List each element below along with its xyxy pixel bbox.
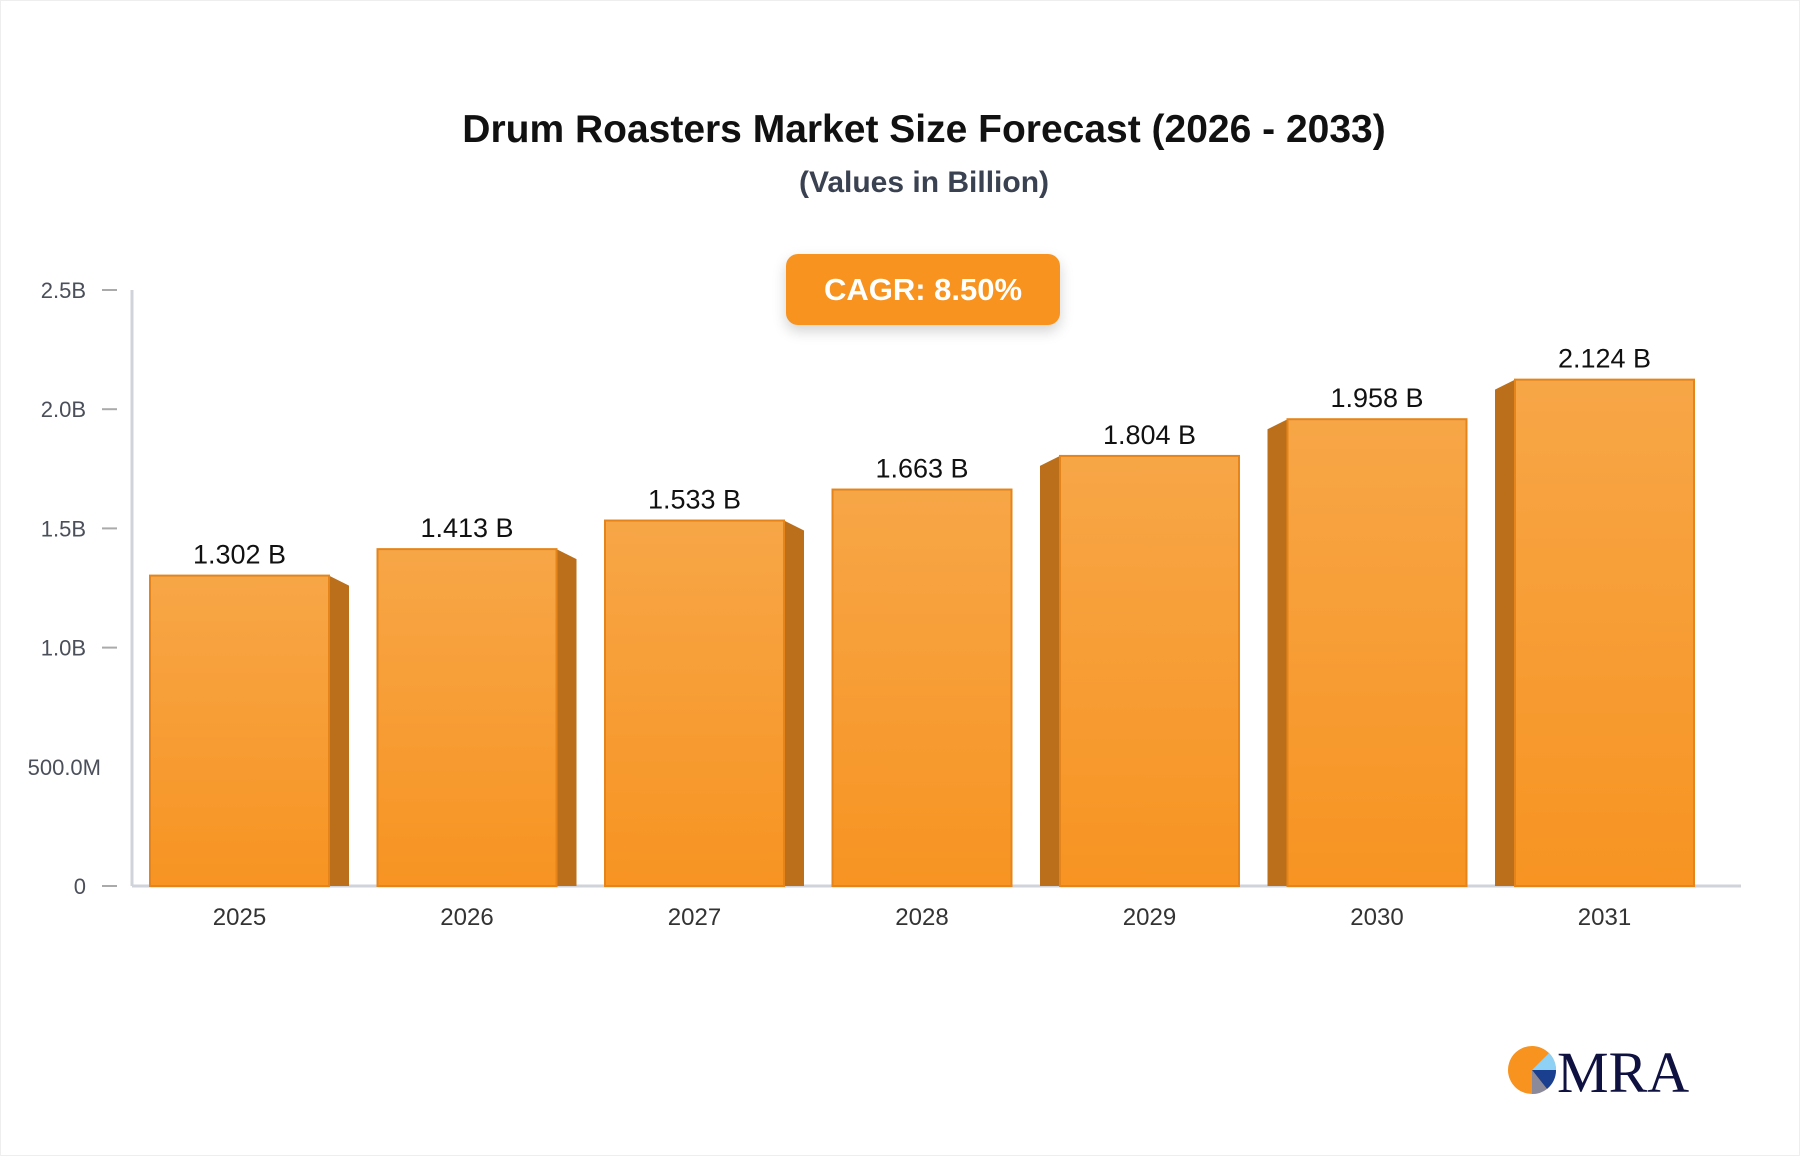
bar-2026	[376, 548, 558, 887]
x-tick-label: 2026	[440, 904, 493, 931]
bar-side	[329, 575, 349, 886]
x-tick-label: 2025	[213, 904, 266, 931]
bar-2030	[1286, 418, 1468, 887]
y-tick-label: 500.0M	[28, 755, 101, 780]
x-tick-label: 2027	[668, 904, 721, 931]
chart-subtitle: (Values in Billion)	[798, 166, 1050, 199]
data-label: 1.302 B	[193, 540, 286, 570]
x-tick-label: 2030	[1350, 904, 1403, 931]
bar-side	[784, 520, 804, 886]
bar-side	[1040, 455, 1060, 886]
bar-2031	[1514, 378, 1695, 887]
data-label: 2.124 B	[1558, 344, 1651, 374]
logo-text: MRA	[1557, 1040, 1689, 1105]
y-tick-label: 0	[74, 874, 86, 899]
y-tick-label: 1.0B	[41, 636, 86, 661]
cagr-badge: CAGR: 8.50%	[786, 254, 1060, 325]
bar-2027	[604, 519, 785, 887]
y-tick-label: 1.5B	[41, 516, 86, 541]
data-label: 1.958 B	[1330, 383, 1423, 413]
bar-side	[1267, 419, 1288, 886]
data-label: 1.533 B	[648, 485, 741, 515]
data-label: 1.413 B	[420, 513, 513, 543]
chart-title: Drum Roasters Market Size Forecast (2026…	[462, 108, 1386, 151]
x-tick-label: 2031	[1578, 904, 1631, 931]
y-tick-label: 2.0B	[41, 397, 86, 422]
mra-logo: MRA	[1508, 1040, 1689, 1105]
data-label: 1.804 B	[1103, 420, 1196, 450]
bar-side	[1495, 379, 1515, 886]
x-tick-label: 2029	[1123, 904, 1176, 931]
bar-2028	[831, 488, 1013, 887]
x-tick-label: 2028	[895, 904, 948, 931]
bar-2025	[149, 574, 330, 887]
y-tick-label: 2.5B	[41, 278, 86, 303]
bar-2029	[1059, 454, 1240, 887]
data-label: 1.663 B	[875, 454, 968, 484]
bar-side	[556, 549, 577, 886]
